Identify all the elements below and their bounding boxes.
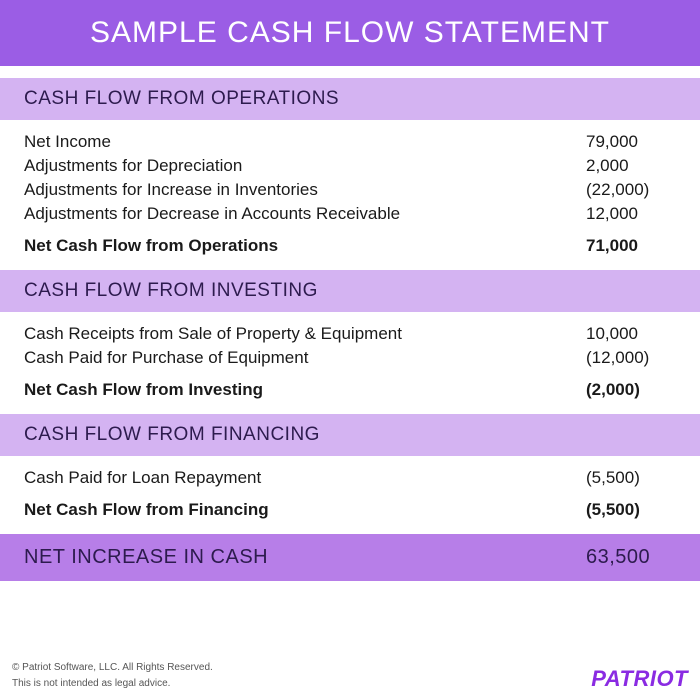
row-value: 12,000	[586, 204, 676, 224]
section-header-financing: CASH FLOW FROM FINANCING	[0, 414, 700, 456]
total-label: NET INCREASE IN CASH	[24, 546, 268, 569]
row-label: Adjustments for Increase in Inventories	[24, 180, 318, 200]
total-value: 63,500	[586, 546, 676, 569]
footer-disclaimer: This is not intended as legal advice.	[12, 676, 213, 692]
subtotal-value: (5,500)	[586, 500, 676, 520]
title-bar: SAMPLE CASH FLOW STATEMENT	[0, 0, 700, 66]
footer: © Patriot Software, LLC. All Rights Rese…	[0, 660, 700, 692]
spacer	[0, 66, 700, 78]
row-label: Adjustments for Depreciation	[24, 156, 242, 176]
table-row: Cash Paid for Loan Repayment (5,500)	[0, 466, 700, 490]
section-header-investing: CASH FLOW FROM INVESTING	[0, 270, 700, 312]
subtotal-row-investing: Net Cash Flow from Investing (2,000)	[0, 374, 700, 404]
subtotal-value: 71,000	[586, 236, 676, 256]
section-rows-operations: Net Income 79,000 Adjustments for Deprec…	[0, 120, 700, 270]
row-label: Cash Receipts from Sale of Property & Eq…	[24, 324, 402, 344]
total-row: NET INCREASE IN CASH 63,500	[0, 534, 700, 581]
patriot-logo: PATRIOT	[591, 666, 688, 692]
section-rows-financing: Cash Paid for Loan Repayment (5,500) Net…	[0, 456, 700, 534]
section-header-label: CASH FLOW FROM FINANCING	[24, 424, 320, 445]
row-label: Net Income	[24, 132, 111, 152]
row-value: 79,000	[586, 132, 676, 152]
footer-text: © Patriot Software, LLC. All Rights Rese…	[12, 660, 213, 692]
row-value: 2,000	[586, 156, 676, 176]
section-rows-investing: Cash Receipts from Sale of Property & Eq…	[0, 312, 700, 414]
table-row: Adjustments for Increase in Inventories …	[0, 178, 700, 202]
page-title: SAMPLE CASH FLOW STATEMENT	[90, 16, 610, 49]
table-row: Adjustments for Decrease in Accounts Rec…	[0, 202, 700, 226]
table-row: Net Income 79,000	[0, 130, 700, 154]
section-header-label: CASH FLOW FROM INVESTING	[24, 280, 318, 301]
row-label: Adjustments for Decrease in Accounts Rec…	[24, 204, 400, 224]
section-header-label: CASH FLOW FROM OPERATIONS	[24, 88, 339, 109]
footer-copyright: © Patriot Software, LLC. All Rights Rese…	[12, 660, 213, 676]
table-row: Cash Receipts from Sale of Property & Eq…	[0, 322, 700, 346]
subtotal-row-financing: Net Cash Flow from Financing (5,500)	[0, 494, 700, 524]
table-row: Adjustments for Depreciation 2,000	[0, 154, 700, 178]
row-label: Cash Paid for Loan Repayment	[24, 468, 261, 488]
subtotal-label: Net Cash Flow from Operations	[24, 236, 278, 256]
row-value: (22,000)	[586, 180, 676, 200]
subtotal-label: Net Cash Flow from Investing	[24, 380, 263, 400]
section-header-operations: CASH FLOW FROM OPERATIONS	[0, 78, 700, 120]
table-row: Cash Paid for Purchase of Equipment (12,…	[0, 346, 700, 370]
row-value: 10,000	[586, 324, 676, 344]
subtotal-value: (2,000)	[586, 380, 676, 400]
row-label: Cash Paid for Purchase of Equipment	[24, 348, 308, 368]
row-value: (5,500)	[586, 468, 676, 488]
subtotal-row-operations: Net Cash Flow from Operations 71,000	[0, 230, 700, 260]
row-value: (12,000)	[586, 348, 676, 368]
subtotal-label: Net Cash Flow from Financing	[24, 500, 269, 520]
